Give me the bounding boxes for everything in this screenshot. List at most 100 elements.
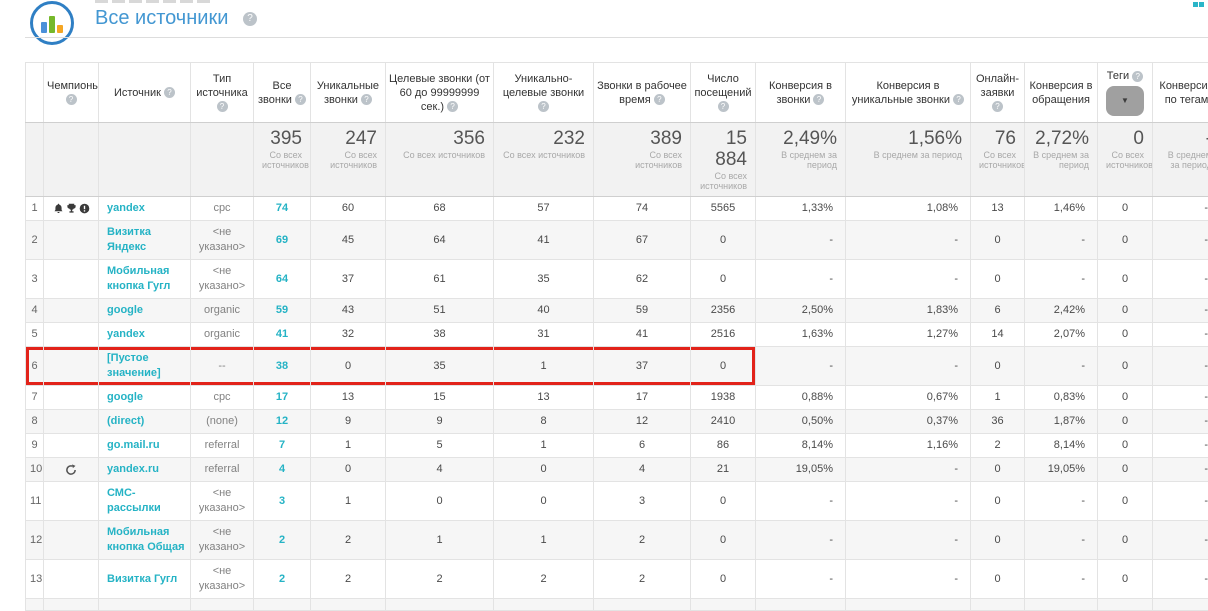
all-calls-link[interactable]: 38: [276, 360, 288, 372]
cell-visits: 0: [691, 260, 756, 299]
summary-value: 15 884: [699, 128, 747, 170]
info-icon[interactable]: ?: [1132, 71, 1143, 82]
cell-all_calls: 64: [254, 260, 311, 299]
cell-visits: 0: [691, 560, 756, 599]
source-link[interactable]: [Пустое значение]: [107, 352, 161, 379]
all-calls-link[interactable]: 7: [279, 439, 285, 451]
source-link[interactable]: yandex: [107, 202, 145, 214]
source-link[interactable]: Мобильная кнопка Гугл: [107, 265, 170, 292]
cell-conv_unique: 1,16%: [846, 434, 971, 458]
cell-tags: 0: [1098, 347, 1153, 386]
clipped-cell: [191, 599, 254, 611]
title-help-icon[interactable]: ?: [243, 12, 257, 26]
info-icon[interactable]: ?: [295, 94, 306, 105]
cell-source: [Пустое значение]: [99, 347, 191, 386]
summary-value: 232: [502, 128, 585, 149]
trophy-icon[interactable]: [66, 203, 77, 214]
summary-cell-conv_appeals: 2,72%В среднем за период: [1025, 123, 1098, 197]
info-icon[interactable]: ?: [66, 94, 77, 105]
cell-visits: 0: [691, 482, 756, 521]
all-calls-link[interactable]: 3: [279, 495, 285, 507]
alert-icon[interactable]: [79, 203, 90, 214]
cell-online_requests: 6: [971, 299, 1025, 323]
cell-visits: 2356: [691, 299, 756, 323]
source-link[interactable]: google: [107, 391, 143, 403]
summary-cell-num: [26, 123, 44, 197]
cell-all_calls: 38: [254, 347, 311, 386]
cell-conv_tags: -: [1153, 347, 1208, 386]
source-link[interactable]: go.mail.ru: [107, 439, 160, 451]
cell-tags: 0: [1098, 410, 1153, 434]
info-icon[interactable]: ?: [164, 87, 175, 98]
truncated-breadcrumb: [95, 0, 213, 3]
cell-conv_unique: 1,08%: [846, 197, 971, 221]
source-link[interactable]: google: [107, 304, 143, 316]
all-calls-link[interactable]: 74: [276, 202, 288, 214]
info-icon[interactable]: ?: [992, 101, 1003, 112]
info-icon[interactable]: ?: [654, 94, 665, 105]
info-icon[interactable]: ?: [361, 94, 372, 105]
all-calls-link[interactable]: 64: [276, 273, 288, 285]
summary-value: -: [1161, 128, 1208, 149]
cell-visits: 86: [691, 434, 756, 458]
cell-num: 1: [26, 197, 44, 221]
cell-online_requests: 0: [971, 482, 1025, 521]
source-link[interactable]: (direct): [107, 415, 144, 427]
summary-cell-source: [99, 123, 191, 197]
all-calls-link[interactable]: 69: [276, 234, 288, 246]
col-header-label: Чемпионы: [47, 80, 99, 92]
cell-source: yandex.ru: [99, 458, 191, 482]
clipped-cell: [311, 599, 386, 611]
cell-unique_calls: 0: [311, 458, 386, 482]
settings-icon[interactable]: [1193, 2, 1205, 8]
source-link[interactable]: Визитка Гугл: [107, 573, 177, 585]
cell-target_calls: 4: [386, 458, 494, 482]
source-link[interactable]: yandex.ru: [107, 463, 159, 475]
source-link[interactable]: Визитка Яндекс: [107, 226, 151, 253]
cell-unique_calls: 43: [311, 299, 386, 323]
col-header-all_calls: Все звонки ?: [254, 63, 311, 123]
cell-online_requests: 0: [971, 347, 1025, 386]
summary-cell-champions: [44, 123, 99, 197]
cell-conv_calls: -: [756, 482, 846, 521]
all-calls-link[interactable]: 2: [279, 534, 285, 546]
cell-tags: 0: [1098, 221, 1153, 260]
all-calls-link[interactable]: 17: [276, 391, 288, 403]
source-link[interactable]: СМС-рассылки: [107, 487, 161, 514]
clipped-row: [26, 599, 1208, 611]
info-icon[interactable]: ?: [217, 101, 228, 112]
cell-num: 3: [26, 260, 44, 299]
source-link[interactable]: Мобильная кнопка Общая: [107, 526, 185, 553]
all-calls-link[interactable]: 59: [276, 304, 288, 316]
cell-tags: 0: [1098, 560, 1153, 599]
info-icon[interactable]: ?: [718, 101, 729, 112]
cell-work_time_calls: 2: [594, 560, 691, 599]
source-link[interactable]: yandex: [107, 328, 145, 340]
col-header-label: Число посещений: [694, 73, 751, 99]
clipped-cell: [691, 599, 756, 611]
cell-unique_calls: 1: [311, 434, 386, 458]
bell-icon[interactable]: [53, 203, 64, 214]
refresh-icon[interactable]: [65, 464, 77, 476]
all-calls-link[interactable]: 4: [279, 463, 285, 475]
all-calls-link[interactable]: 41: [276, 328, 288, 340]
cell-work_time_calls: 12: [594, 410, 691, 434]
all-calls-link[interactable]: 12: [276, 415, 288, 427]
cell-num: 2: [26, 221, 44, 260]
info-icon[interactable]: ?: [538, 101, 549, 112]
summary-caption: Со всех источников: [699, 171, 747, 191]
cell-conv_tags: -: [1153, 482, 1208, 521]
info-icon[interactable]: ?: [953, 94, 964, 105]
info-icon[interactable]: ?: [813, 94, 824, 105]
info-icon[interactable]: ?: [447, 101, 458, 112]
tags-filter-button[interactable]: ▼: [1106, 86, 1144, 116]
cell-unique_target_calls: 57: [494, 197, 594, 221]
all-calls-link[interactable]: 2: [279, 573, 285, 585]
